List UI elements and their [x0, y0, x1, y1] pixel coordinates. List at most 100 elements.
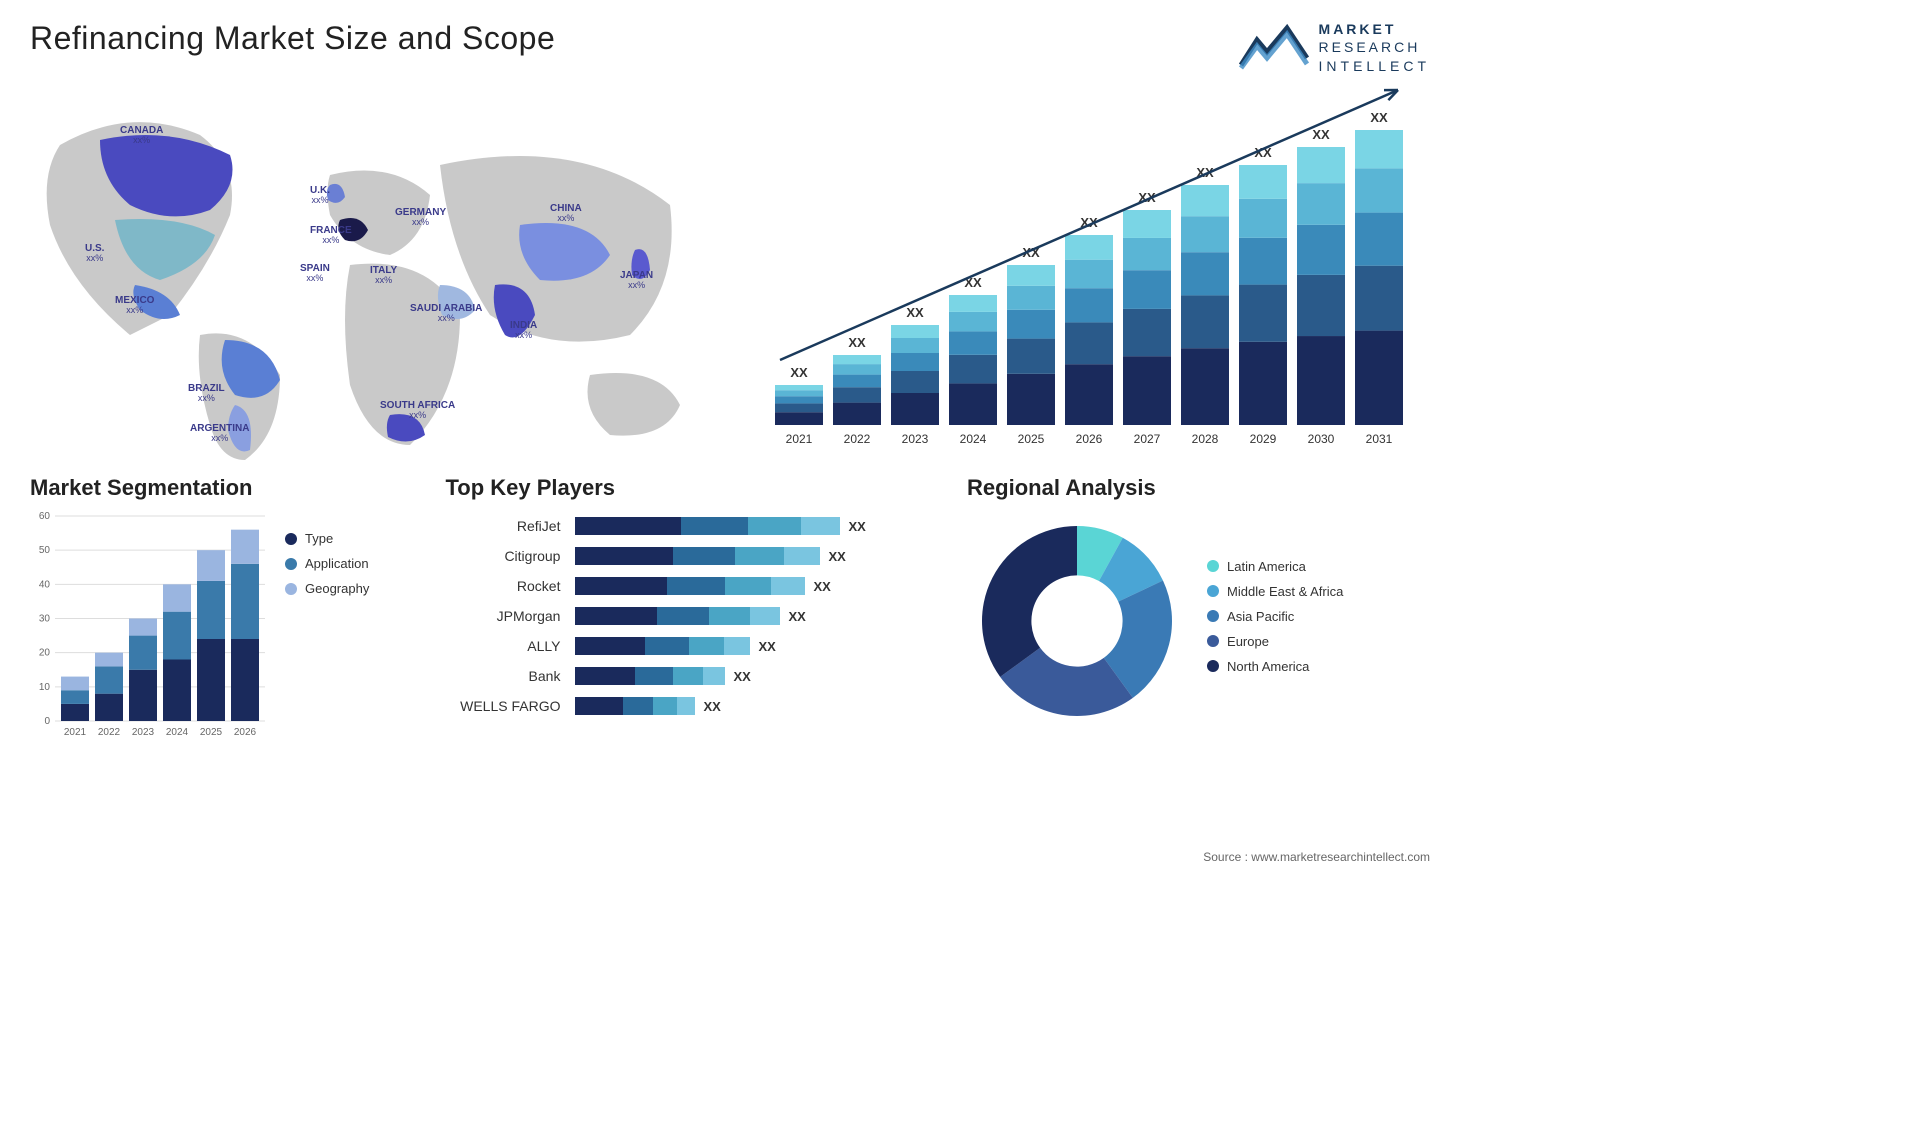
- key-players-section: Top Key Players RefiJetCitigroupRocketJP…: [445, 475, 947, 741]
- regional-title: Regional Analysis: [967, 475, 1430, 501]
- map-country-label: MEXICOxx%: [115, 295, 154, 316]
- growth-bar-segment: [1239, 342, 1287, 425]
- regional-legend-item: Europe: [1207, 634, 1343, 649]
- key-players-title: Top Key Players: [445, 475, 947, 501]
- key-player-name: WELLS FARGO: [445, 691, 560, 721]
- legend-dot-icon: [1207, 560, 1219, 572]
- growth-bar-segment: [1355, 266, 1403, 331]
- growth-bar-segment: [1007, 339, 1055, 374]
- seg-y-tick: 30: [39, 614, 51, 625]
- key-bar-segment: [623, 697, 653, 715]
- key-bar-segment: [575, 667, 635, 685]
- legend-label: Type: [305, 531, 333, 546]
- growth-bar-segment: [891, 371, 939, 393]
- key-bar-segment: [667, 577, 725, 595]
- growth-bar-segment: [1297, 147, 1345, 183]
- legend-label: Asia Pacific: [1227, 609, 1294, 624]
- brand-logo: MARKET RESEARCH INTELLECT: [1239, 20, 1430, 75]
- legend-dot-icon: [285, 533, 297, 545]
- seg-bar-segment: [129, 670, 157, 721]
- key-bar-segment: [575, 547, 673, 565]
- key-bar-segment: [735, 547, 784, 565]
- seg-year-label: 2025: [200, 727, 223, 738]
- key-player-bar: [575, 577, 805, 595]
- key-bar-segment: [750, 607, 781, 625]
- growth-bar-segment: [775, 403, 823, 412]
- seg-y-tick: 20: [39, 648, 51, 659]
- key-player-name: ALLY: [445, 631, 560, 661]
- regional-legend: Latin AmericaMiddle East & AfricaAsia Pa…: [1207, 559, 1343, 684]
- growth-bar-segment: [1239, 238, 1287, 285]
- legend-dot-icon: [285, 558, 297, 570]
- growth-bar-segment: [1239, 199, 1287, 238]
- seg-bar-segment: [95, 666, 123, 693]
- seg-bar-segment: [197, 550, 225, 581]
- key-player-name: RefiJet: [445, 511, 560, 541]
- seg-bar-segment: [61, 677, 89, 691]
- seg-bar-segment: [95, 694, 123, 721]
- growth-bar-chart: XX2021XX2022XX2023XX2024XX2025XX2026XX20…: [760, 85, 1420, 455]
- growth-bar-value: XX: [1312, 127, 1330, 142]
- growth-bar-segment: [1065, 322, 1113, 364]
- growth-bar-segment: [1065, 288, 1113, 322]
- growth-bar-value: XX: [906, 305, 924, 320]
- map-country-label: CANADAxx%: [120, 125, 163, 146]
- growth-bar-segment: [1123, 270, 1171, 309]
- map-country-label: GERMANYxx%: [395, 207, 446, 228]
- seg-y-tick: 10: [39, 682, 51, 693]
- growth-bar-segment: [1297, 183, 1345, 225]
- growth-bar-segment: [833, 375, 881, 388]
- seg-bar-segment: [129, 619, 157, 636]
- seg-bar-segment: [197, 581, 225, 639]
- legend-dot-icon: [285, 583, 297, 595]
- key-player-value: XX: [813, 579, 830, 594]
- seg-legend-item: Application: [285, 556, 369, 571]
- map-country-label: U.S.xx%: [85, 243, 104, 264]
- key-bar-segment: [575, 637, 645, 655]
- key-bar-segment: [724, 637, 750, 655]
- regional-section: Regional Analysis Latin AmericaMiddle Ea…: [967, 475, 1430, 741]
- growth-bar-segment: [1239, 165, 1287, 199]
- key-player-bar-row: XX: [575, 661, 947, 691]
- map-country-label: ITALYxx%: [370, 265, 397, 286]
- seg-y-tick: 60: [39, 511, 51, 522]
- growth-bar-value: XX: [790, 365, 808, 380]
- bottom-row: Market Segmentation 01020304050602021202…: [0, 465, 1460, 741]
- map-country-label: CHINAxx%: [550, 203, 582, 224]
- map-country-label: U.K.xx%: [310, 185, 330, 206]
- page-title: Refinancing Market Size and Scope: [30, 20, 555, 57]
- map-country-label: SPAINxx%: [300, 263, 330, 284]
- growth-year-label: 2022: [844, 432, 871, 446]
- key-player-value: XX: [758, 639, 775, 654]
- segmentation-legend: TypeApplicationGeography: [285, 511, 369, 741]
- key-player-value: XX: [733, 669, 750, 684]
- seg-bar-segment: [61, 704, 89, 721]
- key-player-bar-row: XX: [575, 601, 947, 631]
- growth-bar-segment: [1355, 213, 1403, 266]
- growth-year-label: 2021: [786, 432, 813, 446]
- seg-bar-segment: [163, 584, 191, 611]
- key-bar-segment: [575, 607, 657, 625]
- key-player-bar-row: XX: [575, 541, 947, 571]
- growth-bar-segment: [949, 383, 997, 425]
- seg-bar-segment: [197, 639, 225, 721]
- key-player-bar: [575, 667, 725, 685]
- growth-bar-segment: [1007, 286, 1055, 310]
- growth-bar-segment: [1355, 168, 1403, 212]
- world-map: CANADAxx%U.S.xx%MEXICOxx%BRAZILxx%ARGENT…: [30, 85, 720, 465]
- growth-bar-segment: [833, 403, 881, 425]
- seg-bar-segment: [61, 690, 89, 704]
- key-player-name: JPMorgan: [445, 601, 560, 631]
- key-bar-segment: [635, 667, 673, 685]
- map-country-label: SOUTH AFRICAxx%: [380, 400, 455, 421]
- growth-bar-segment: [833, 355, 881, 364]
- key-player-bar: [575, 607, 780, 625]
- legend-dot-icon: [1207, 660, 1219, 672]
- donut-svg: [967, 511, 1187, 731]
- donut-segment: [982, 526, 1077, 677]
- growth-bar-segment: [949, 355, 997, 384]
- growth-bar-segment: [1007, 265, 1055, 286]
- growth-bar-segment: [949, 331, 997, 354]
- growth-bar-segment: [1123, 238, 1171, 270]
- logo-text: MARKET RESEARCH INTELLECT: [1319, 20, 1430, 75]
